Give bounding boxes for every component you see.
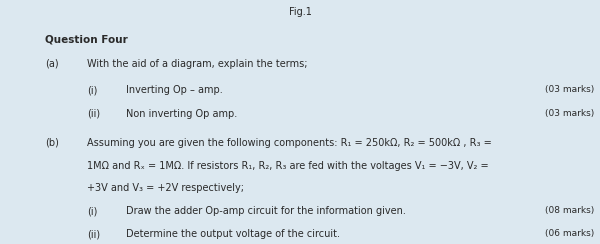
Text: Assuming you are given the following components: R₁ = 250kΩ, R₂ = 500kΩ , R₃ =: Assuming you are given the following com… xyxy=(87,138,492,148)
Text: (06 marks): (06 marks) xyxy=(545,229,594,238)
Text: (i): (i) xyxy=(87,206,97,216)
Text: With the aid of a diagram, explain the terms;: With the aid of a diagram, explain the t… xyxy=(87,59,308,69)
Text: Question Four: Question Four xyxy=(45,34,128,44)
Text: Determine the output voltage of the circuit.: Determine the output voltage of the circ… xyxy=(126,229,340,239)
Text: (08 marks): (08 marks) xyxy=(545,206,594,215)
Text: (b): (b) xyxy=(45,138,59,148)
Text: (a): (a) xyxy=(45,59,59,69)
Text: (03 marks): (03 marks) xyxy=(545,109,594,118)
Text: Non inverting Op amp.: Non inverting Op amp. xyxy=(126,109,237,119)
Text: (03 marks): (03 marks) xyxy=(545,85,594,94)
Text: (ii): (ii) xyxy=(87,229,100,239)
Text: Draw the adder Op-amp circuit for the information given.: Draw the adder Op-amp circuit for the in… xyxy=(126,206,406,216)
Text: (ii): (ii) xyxy=(87,109,100,119)
Text: +3V and V₃ = +2V respectively;: +3V and V₃ = +2V respectively; xyxy=(87,183,244,193)
Text: (i): (i) xyxy=(87,85,97,95)
Text: 1MΩ and Rₓ = 1MΩ. If resistors R₁, R₂, R₃ are fed with the voltages V₁ = −3V, V₂: 1MΩ and Rₓ = 1MΩ. If resistors R₁, R₂, R… xyxy=(87,161,488,171)
Text: Inverting Op – amp.: Inverting Op – amp. xyxy=(126,85,223,95)
Text: Fig.1: Fig.1 xyxy=(289,7,311,17)
